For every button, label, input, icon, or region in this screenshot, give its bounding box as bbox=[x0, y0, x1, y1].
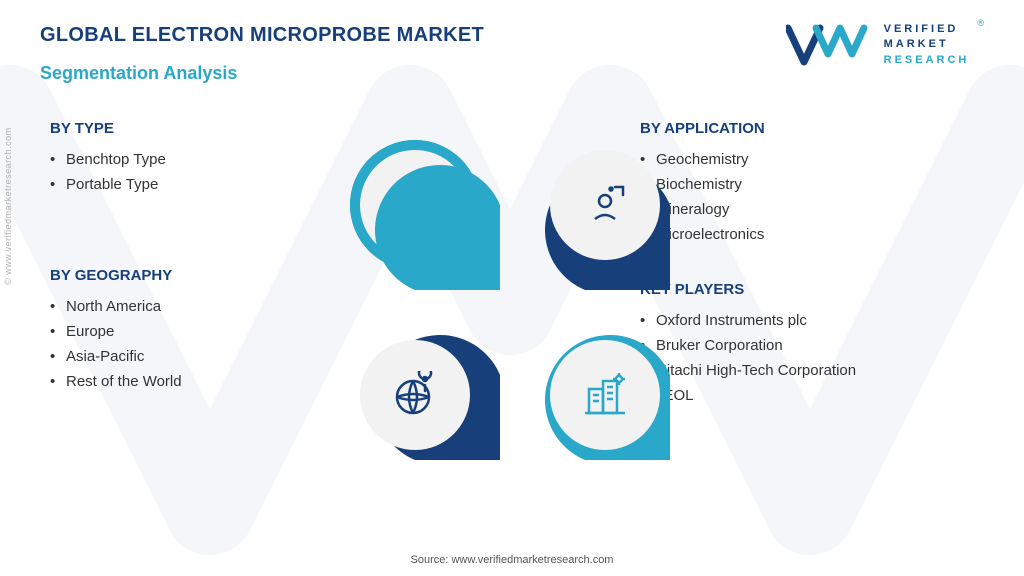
petal-application bbox=[520, 140, 670, 290]
logo-line1: VERIFIED bbox=[884, 22, 970, 37]
right-column: BY APPLICATION Geochemistry Biochemistry… bbox=[640, 120, 920, 442]
petal-shape-overlay bbox=[350, 140, 500, 290]
petal-inner-circle bbox=[360, 340, 470, 450]
logo-line3: RESEARCH bbox=[884, 53, 970, 68]
petal-type bbox=[350, 140, 500, 290]
list-item: Bruker Corporation bbox=[640, 333, 920, 358]
petal-geography bbox=[350, 310, 500, 460]
globe-pin-icon bbox=[391, 371, 439, 419]
header: GLOBAL ELECTRON MICROPROBE MARKET Segmen… bbox=[40, 24, 484, 84]
list-item: Asia-Pacific bbox=[50, 344, 330, 369]
segment-title: KEY PLAYERS bbox=[640, 281, 920, 298]
page-title: GLOBAL ELECTRON MICROPROBE MARKET bbox=[40, 24, 484, 47]
page-subtitle: Segmentation Analysis bbox=[40, 63, 484, 84]
list-item: Rest of the World bbox=[50, 369, 330, 394]
logo-text: VERIFIED MARKET RESEARCH bbox=[884, 22, 970, 68]
segment-title: BY APPLICATION bbox=[640, 120, 920, 137]
segment-list-type: Benchtop Type Portable Type bbox=[50, 147, 330, 197]
segment-type: BY TYPE Benchtop Type Portable Type bbox=[50, 120, 330, 197]
list-item: Portable Type bbox=[50, 172, 330, 197]
segment-list-application: Geochemistry Biochemistry Mineralogy Mic… bbox=[640, 147, 920, 247]
list-item: JEOL bbox=[640, 383, 920, 408]
segment-geography: BY GEOGRAPHY North America Europe Asia-P… bbox=[50, 267, 330, 394]
list-item: Mineralogy bbox=[640, 197, 920, 222]
user-focus-icon bbox=[581, 181, 629, 229]
petal-inner-circle bbox=[550, 150, 660, 260]
source-attribution: Source: www.verifiedmarketresearch.com bbox=[0, 554, 1024, 566]
segment-application: BY APPLICATION Geochemistry Biochemistry… bbox=[640, 120, 920, 247]
petal-keyplayers bbox=[520, 310, 670, 460]
segment-list-keyplayers: Oxford Instruments plc Bruker Corporatio… bbox=[640, 308, 920, 408]
left-column: BY TYPE Benchtop Type Portable Type BY G… bbox=[50, 120, 330, 428]
segment-title: BY GEOGRAPHY bbox=[50, 267, 330, 284]
petal-diagram bbox=[350, 140, 670, 460]
content-area: BY TYPE Benchtop Type Portable Type BY G… bbox=[0, 120, 1024, 540]
list-item: Benchtop Type bbox=[50, 147, 330, 172]
logo-mark-icon bbox=[786, 20, 876, 70]
list-item: Geochemistry bbox=[640, 147, 920, 172]
petal-inner-circle bbox=[550, 340, 660, 450]
segment-keyplayers: KEY PLAYERS Oxford Instruments plc Bruke… bbox=[640, 281, 920, 408]
segment-list-geography: North America Europe Asia-Pacific Rest o… bbox=[50, 294, 330, 394]
list-item: Oxford Instruments plc bbox=[640, 308, 920, 333]
logo-line2: MARKET bbox=[884, 37, 970, 52]
brand-logo: VERIFIED MARKET RESEARCH ® bbox=[786, 20, 984, 70]
list-item: Hitachi High-Tech Corporation bbox=[640, 358, 920, 383]
registered-mark: ® bbox=[977, 18, 984, 28]
list-item: Biochemistry bbox=[640, 172, 920, 197]
list-item: North America bbox=[50, 294, 330, 319]
buildings-icon bbox=[581, 371, 629, 419]
segment-title: BY TYPE bbox=[50, 120, 330, 137]
list-item: Microelectronics bbox=[640, 222, 920, 247]
list-item: Europe bbox=[50, 319, 330, 344]
